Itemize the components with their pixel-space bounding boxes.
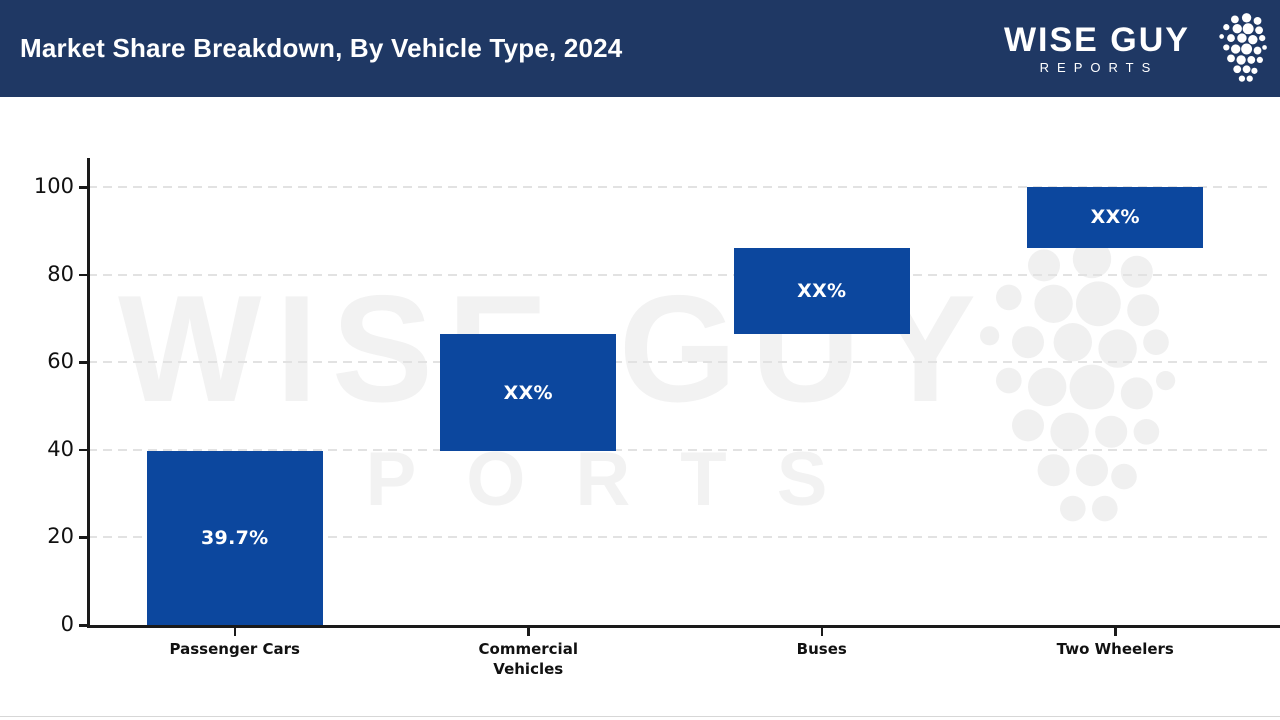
y-tick-label-20: 20 — [47, 524, 74, 549]
x-axis — [87, 625, 1280, 628]
y-tick-40 — [79, 448, 88, 452]
header-bar: Market Share Breakdown, By Vehicle Type,… — [0, 0, 1280, 97]
y-tick-label-40: 40 — [47, 436, 74, 461]
brand-logo: WISE GUY REPORTS — [1004, 8, 1270, 90]
bottom-divider-line — [0, 716, 1280, 717]
y-tick-20 — [79, 536, 88, 539]
bar-value-label-buses: XX% — [797, 280, 847, 303]
x-category-label-buses: Buses — [796, 640, 847, 658]
bar-value-label-commercial-vehicles: XX% — [503, 381, 553, 404]
x-category-label-passenger-cars: Passenger Cars — [169, 640, 300, 658]
y-tick-80 — [79, 273, 88, 277]
gridline-y60 — [88, 361, 1270, 364]
y-tick-60 — [79, 361, 88, 364]
brand-dotted-head-icon — [1219, 12, 1267, 82]
y-axis — [87, 158, 90, 627]
brand-name: WISE GUY — [1003, 20, 1190, 59]
watermark-dotted-head-graphic — [980, 239, 1176, 522]
gridline-y100 — [88, 186, 1270, 188]
brand-logo-text: WISE GUY REPORTS — [1004, 23, 1190, 75]
page-title: Market Share Breakdown, By Vehicle Type,… — [20, 33, 623, 63]
y-tick-label-60: 60 — [47, 349, 74, 374]
bar-commercial-vehicles: XX% — [440, 334, 617, 452]
bar-two-wheelers: XX% — [1027, 187, 1204, 248]
bar-passenger-cars: 39.7% — [146, 451, 323, 625]
x-tick-two-wheelers — [1114, 627, 1117, 636]
y-tick-label-0: 0 — [60, 612, 74, 636]
y-tick-label-100: 100 — [33, 174, 74, 198]
x-tick-passenger-cars — [233, 627, 237, 636]
x-tick-commercial-vehicles — [527, 627, 530, 636]
bar-value-label-two-wheelers: XX% — [1090, 206, 1140, 229]
bar-buses: XX% — [733, 247, 910, 335]
y-tick-100 — [79, 186, 88, 189]
y-tick-0 — [79, 624, 88, 627]
x-tick-buses — [820, 627, 824, 636]
brand-subname: REPORTS — [1039, 59, 1159, 75]
x-category-label-two-wheelers: Two Wheelers — [1056, 640, 1174, 658]
y-tick-label-80: 80 — [47, 261, 74, 286]
x-category-label-commercial-vehicles: Commercial Vehicles — [478, 640, 578, 679]
bar-value-label-passenger-cars: 39.7% — [201, 527, 269, 550]
gridline-y80 — [88, 273, 1270, 276]
gridline-y40 — [88, 448, 1270, 451]
gridline-y20 — [88, 536, 1270, 539]
